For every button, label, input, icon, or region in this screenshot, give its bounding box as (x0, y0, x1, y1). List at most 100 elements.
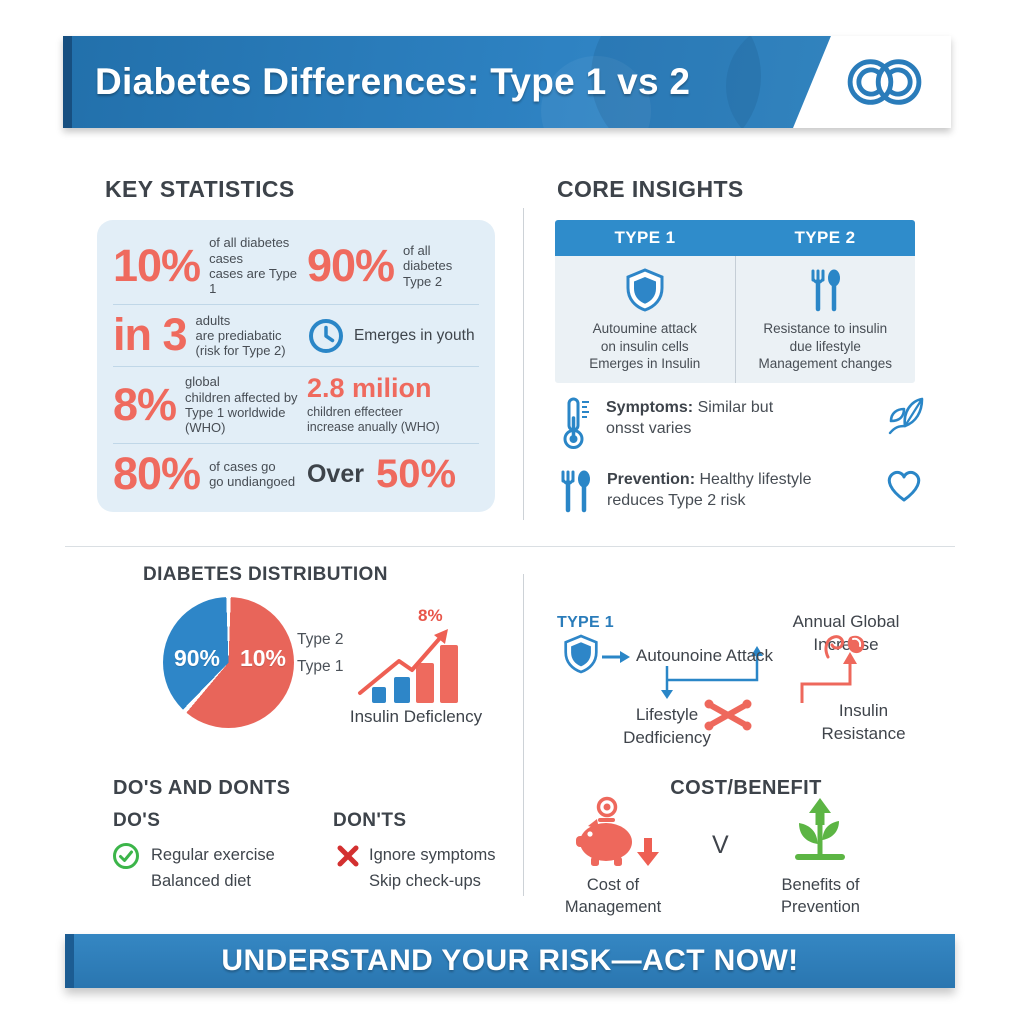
trend-arrow (358, 629, 448, 695)
stat-divider (113, 365, 479, 367)
leaf-icon (888, 397, 924, 435)
stat-text: children effecteer increase anually (WHO… (306, 405, 440, 435)
donts-item: Skip check-ups (369, 872, 481, 890)
stat-row: 10% of all diabetes cases cases are Type… (113, 235, 479, 296)
cost-benefit-heading: COST/BENEFIT (670, 777, 822, 799)
flow-node-resistance: Insulin Resistance (821, 701, 906, 743)
symptoms-body: Similar but onsst varies (606, 399, 774, 437)
stat-divider (113, 443, 479, 445)
vertical-divider (523, 208, 524, 520)
down-arrow-icon (637, 838, 659, 866)
footer-banner: UNDERSTAND YOUR RISK—ACT NOW! (65, 934, 955, 988)
stat-text: global children affected by Type 1 world… (185, 374, 298, 436)
table-header-type1: TYPE 1 (614, 228, 676, 247)
key-statistics-heading: KEY STATISTICS (105, 176, 295, 202)
footer-left-edge (65, 934, 74, 988)
donts-item: Ignore symptoms (369, 846, 496, 864)
type2-cell: Resistance to insulin due lifestyle Mana… (736, 256, 916, 383)
footer-cta-text: UNDERSTAND YOUR RISK—ACT NOW! (221, 944, 799, 977)
dos-label: DO'S (113, 810, 161, 831)
stat-row: 80% of cases go go undiangoed Over 50% (113, 447, 479, 499)
dos-item: Regular exercise (151, 846, 275, 864)
dos-donts-heading: DO'S AND DONTS (113, 777, 291, 799)
pie-label-blue: 90% (173, 645, 221, 671)
shield-icon (626, 268, 664, 312)
stat-text: adults are prediabatic (risk for Type 2) (195, 312, 286, 359)
type-comparison-table: TYPE 1 TYPE 2 Autoumine attack on insuli… (555, 220, 915, 383)
insulin-bar-chart: 8% (352, 598, 488, 720)
x-icon (337, 845, 359, 867)
fork-spoon-icon (811, 269, 841, 312)
legend-type1: Type 1 (297, 658, 344, 675)
bar-1 (372, 687, 386, 703)
stat-value: in 3 (113, 309, 188, 361)
pie-label-red: 10% (239, 645, 287, 671)
flow-node-lifestyle: Lifestyle Dedficiency (623, 705, 711, 747)
horizontal-divider (65, 546, 955, 547)
header-decor-circle (591, 36, 761, 128)
stat-value: 50% (375, 451, 457, 496)
stat-value: 8% (113, 378, 177, 430)
plant-growth-icon (795, 798, 845, 860)
table-body-row: Autoumine attack on insulin cells Emerge… (555, 256, 915, 383)
shield-icon (564, 634, 598, 674)
dos-item: Balanced diet (151, 872, 251, 890)
header-banner: Diabetes Differences: Type 1 vs 2 (63, 36, 951, 128)
donts-label: DON'TS (333, 810, 407, 831)
flow-node-attack: Autounoine Attack (636, 646, 774, 665)
check-circle-icon (113, 843, 139, 869)
stat-row: 8% global children affected by Type 1 wo… (113, 374, 479, 435)
stat-text: of cases go go undiangoed (209, 458, 296, 490)
stat-divider (113, 304, 479, 306)
type2-description: Resistance to insulin due lifestyle Mana… (758, 321, 893, 372)
header-left-edge (63, 36, 72, 128)
pancreas-icon (824, 635, 865, 659)
diabetes-pie-chart (163, 597, 294, 728)
bar-caption: Insulin Deficlency (349, 707, 483, 726)
interlocked-circles-icon (847, 59, 922, 105)
stat-value: 90% (306, 239, 395, 291)
type1-description: Autoumine attack on insulin cells Emerge… (589, 321, 701, 372)
stat-value: 80% (113, 447, 201, 499)
piggy-bank-icon (576, 796, 632, 866)
stat-text: of all diabetes cases cases are Type 1 (209, 235, 297, 297)
bar-2 (394, 677, 410, 703)
stat-value: 10% (113, 239, 201, 291)
prevention-body: Healthy lifestyle reduces Type 2 risk (607, 471, 812, 509)
type1-flow-diagram: TYPE 1 Autounoine Attack Lifestyle Dedfi… (540, 600, 940, 765)
distribution-heading: DIABETES DISTRIBUTION (143, 564, 388, 585)
stat-value: 2.8 milion (306, 373, 432, 404)
thermometer-icon (563, 397, 589, 449)
bar-annotation: 8% (418, 606, 443, 625)
prevention-label: Prevention: (607, 471, 696, 488)
cost-caption: Cost of Management (564, 876, 662, 917)
versus-label: V (712, 831, 729, 859)
clock-icon (308, 318, 343, 353)
page-title: Diabetes Differences: Type 1 vs 2 (95, 61, 691, 102)
prevention-note: Prevention: Healthy lifestyle reduces Ty… (557, 468, 924, 514)
prevention-text: Prevention: Healthy lifestyle reduces Ty… (607, 470, 870, 512)
heart-icon (887, 470, 921, 502)
stat-prefix: Over (306, 459, 364, 488)
vertical-divider (523, 574, 524, 896)
table-header-type2: TYPE 2 (794, 228, 856, 247)
table-header-row: TYPE 1 TYPE 2 (555, 220, 915, 256)
stat-row: in 3 adults are prediabatic (risk for Ty… (113, 309, 479, 361)
core-insights-heading: CORE INSIGHTS (557, 176, 744, 202)
symptoms-label: Symptoms: (606, 399, 694, 416)
legend-type2: Type 2 (297, 631, 344, 648)
bar-4 (440, 645, 458, 703)
symptoms-note: Symptoms: Similar but onsst varies (562, 396, 924, 450)
stat-text: of all diabetes Type 2 (403, 243, 453, 289)
flow-connectors (602, 646, 857, 703)
key-statistics-panel: 10% of all diabetes cases cases are Type… (97, 220, 495, 512)
benefit-caption: Benefits of Prevention (781, 876, 860, 917)
type1-cell: Autoumine attack on insulin cells Emerge… (555, 256, 736, 383)
fork-spoon-icon (561, 470, 590, 513)
bar-3 (416, 663, 434, 703)
flow-type1-label: TYPE 1 (557, 614, 614, 631)
symptoms-text: Symptoms: Similar but onsst varies (606, 398, 870, 440)
dumbbell-icon (704, 699, 752, 731)
stat-text: Emerges in youth (353, 326, 475, 344)
